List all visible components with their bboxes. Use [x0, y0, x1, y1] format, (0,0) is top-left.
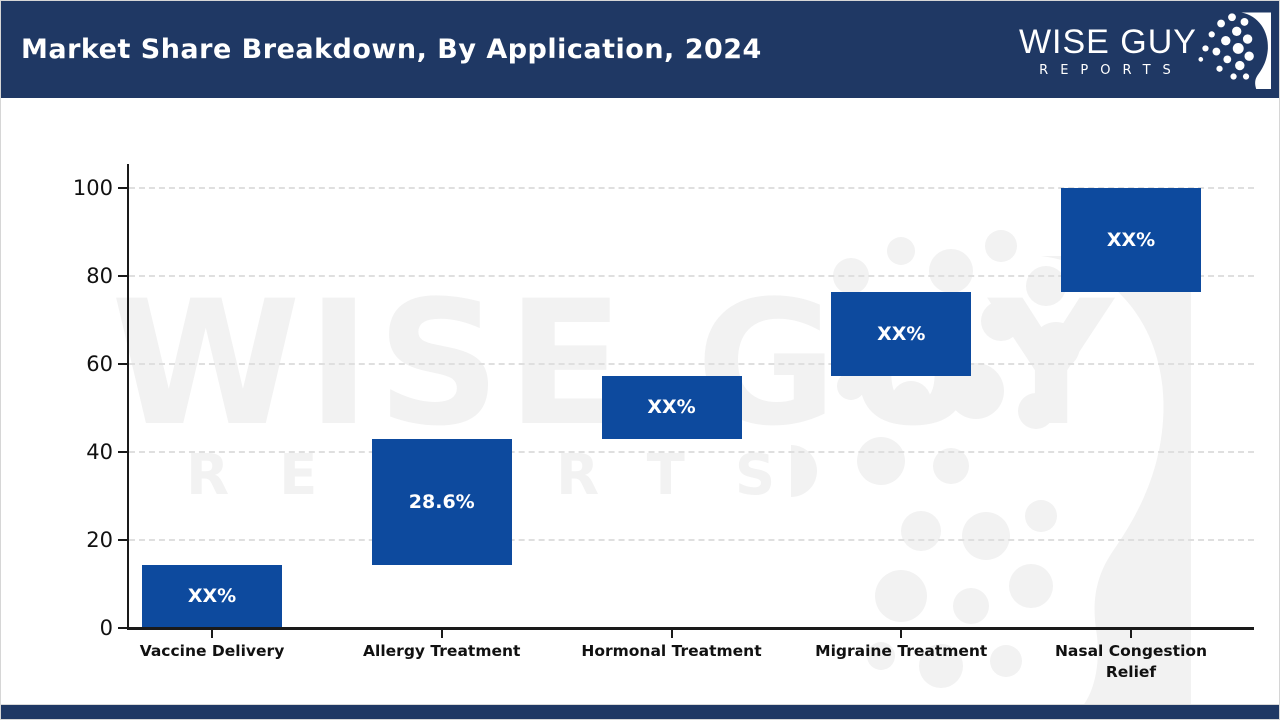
y-tick-0 — [118, 626, 127, 629]
x-tick — [440, 630, 443, 638]
bar-value-label: XX% — [1106, 228, 1156, 251]
y-tick-label-100: 100 — [72, 175, 113, 200]
x-tick — [211, 630, 213, 638]
bar-value-label: XX% — [877, 323, 926, 346]
bar-value-label: XX% — [647, 396, 696, 419]
footer-bar — [1, 704, 1279, 719]
bar-segment: XX% — [831, 292, 972, 377]
x-category-label: Hormonal Treatment — [581, 642, 762, 660]
bar-segment: XX% — [142, 564, 282, 628]
y-tick-label-40: 40 — [86, 439, 113, 464]
gridline-40 — [129, 450, 1254, 453]
x-category-label: Migraine Treatment — [815, 642, 988, 660]
bar-value-label: 28.6% — [408, 490, 475, 513]
logo-face-icon — [1198, 12, 1271, 90]
wiseguy-logo: WISE GUY REPORTS — [1019, 7, 1271, 93]
x-category-label: Vaccine Delivery — [139, 642, 285, 660]
gridline-60 — [129, 362, 1254, 365]
x-axis-line — [127, 627, 1254, 630]
y-axis-line — [127, 164, 129, 628]
logo-reports-text: REPORTS — [1039, 62, 1183, 78]
x-tick — [670, 630, 673, 638]
gridline-100 — [129, 186, 1254, 189]
y-tick-100 — [118, 186, 127, 189]
gridline-20 — [129, 538, 1254, 541]
y-tick-label-20: 20 — [86, 527, 113, 552]
logo-text: WISE GUY REPORTS — [1019, 23, 1197, 78]
x-category-label: Nasal Congestion Relief — [1054, 642, 1208, 681]
y-tick-60 — [118, 362, 127, 365]
y-tick-label-80: 80 — [86, 263, 113, 288]
y-tick-40 — [118, 450, 127, 453]
bar-segment: XX% — [1061, 187, 1201, 293]
chart-title: Market Share Breakdown, By Application, … — [21, 34, 762, 65]
y-tick-label-0: 0 — [99, 615, 113, 640]
bar-segment: XX% — [601, 376, 742, 439]
x-tick — [1130, 630, 1132, 638]
logo-wiseguy-text: WISE GUY — [1018, 22, 1197, 61]
gridline-80 — [129, 274, 1254, 277]
y-tick-label-60: 60 — [86, 351, 113, 376]
header-bar: Market Share Breakdown, By Application, … — [1, 1, 1279, 98]
y-tick-80 — [118, 274, 127, 277]
bar-segment: 28.6% — [371, 438, 512, 565]
x-category-label: Allergy Treatment — [363, 642, 521, 660]
bar-value-label: XX% — [187, 585, 237, 608]
x-tick — [900, 630, 903, 638]
y-tick-20 — [118, 538, 127, 541]
